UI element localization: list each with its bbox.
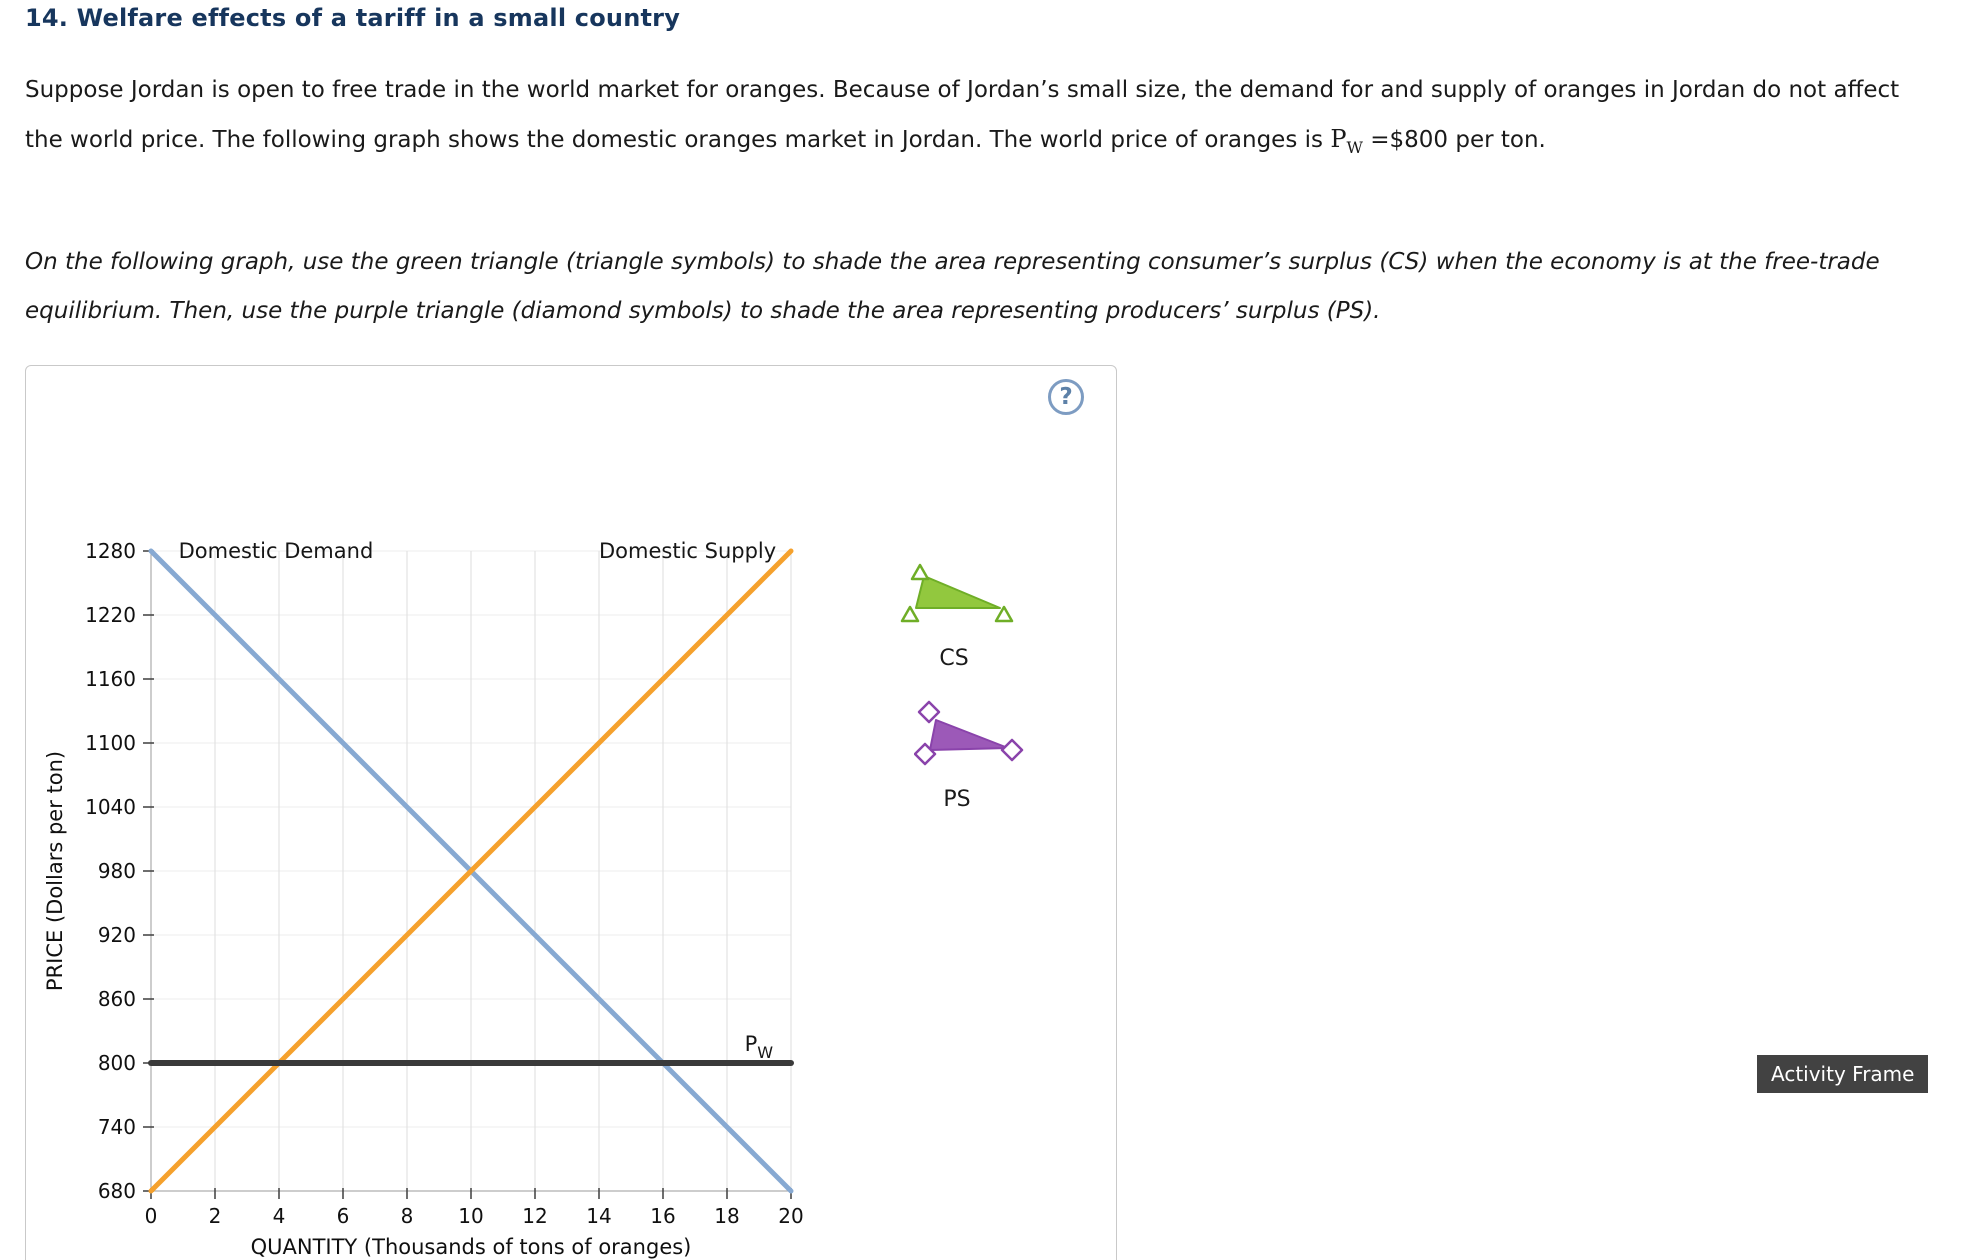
x-tick-label: 8	[401, 1204, 414, 1228]
x-tick-label: 0	[145, 1204, 158, 1228]
graph-panel: ? 680 740 800 860 920 980 1040 1100 1160 1220 1280…	[25, 365, 1117, 1260]
intro-text-after-pw: =$800 per ton.	[1362, 127, 1546, 153]
y-tick-label: 920	[98, 923, 136, 947]
world-price-symbol-subscript: W	[1346, 137, 1363, 157]
world-price-symbol-letter: P	[1330, 125, 1347, 153]
y-tick-label: 800	[98, 1051, 136, 1075]
intro-paragraph: Suppose Jordan is open to free trade in …	[25, 66, 1941, 172]
ps-diamond-icon	[913, 700, 1024, 766]
x-tick-label: 10	[458, 1204, 483, 1228]
cs-tool-label: CS	[939, 646, 969, 671]
activity-frame-badge: Activity Frame	[1757, 1055, 1929, 1093]
y-tick-label: 740	[98, 1115, 136, 1139]
intro-text-before-pw: Suppose Jordan is open to free trade in …	[25, 77, 1900, 153]
y-tick-label: 1220	[85, 603, 136, 627]
x-axis-title: QUANTITY (Thousands of tons of oranges)	[251, 1235, 692, 1259]
line-label: Domestic Supply	[599, 539, 776, 563]
world-price-symbol: PW	[1330, 125, 1363, 157]
x-tick-label: 6	[337, 1204, 350, 1228]
y-tick-label: 680	[98, 1179, 136, 1203]
ps-tool-label: PS	[943, 787, 971, 812]
x-tick-label: 12	[522, 1204, 547, 1228]
x-tick-label: 2	[209, 1204, 222, 1228]
x-tick-label: 14	[586, 1204, 611, 1228]
y-tick-label: 1100	[85, 731, 136, 755]
help-button[interactable]: ?	[1048, 379, 1084, 415]
cs-tool[interactable]	[900, 562, 1018, 630]
x-tick-label: 18	[714, 1204, 739, 1228]
x-tick-label: 16	[650, 1204, 675, 1228]
y-tick-label: 1160	[85, 667, 136, 691]
y-tick-label: 1280	[85, 539, 136, 563]
y-tick-label: 980	[98, 859, 136, 883]
y-tick-label: 1040	[85, 795, 136, 819]
cs-triangle-icon	[900, 563, 1014, 623]
line-label: Domestic Demand	[179, 539, 374, 563]
series-line-domestic-supply	[148, 548, 794, 1194]
ps-tool[interactable]	[913, 700, 1026, 774]
x-tick-label: 4	[273, 1204, 286, 1228]
exercise-title: 14. Welfare effects of a tariff in a sma…	[25, 4, 681, 32]
y-axis-title: PRICE (Dollars per ton)	[46, 751, 67, 991]
instructions-paragraph: On the following graph, use the green tr…	[25, 249, 1880, 324]
x-tick-label: 20	[778, 1204, 803, 1228]
y-tick-label: 860	[98, 987, 136, 1011]
